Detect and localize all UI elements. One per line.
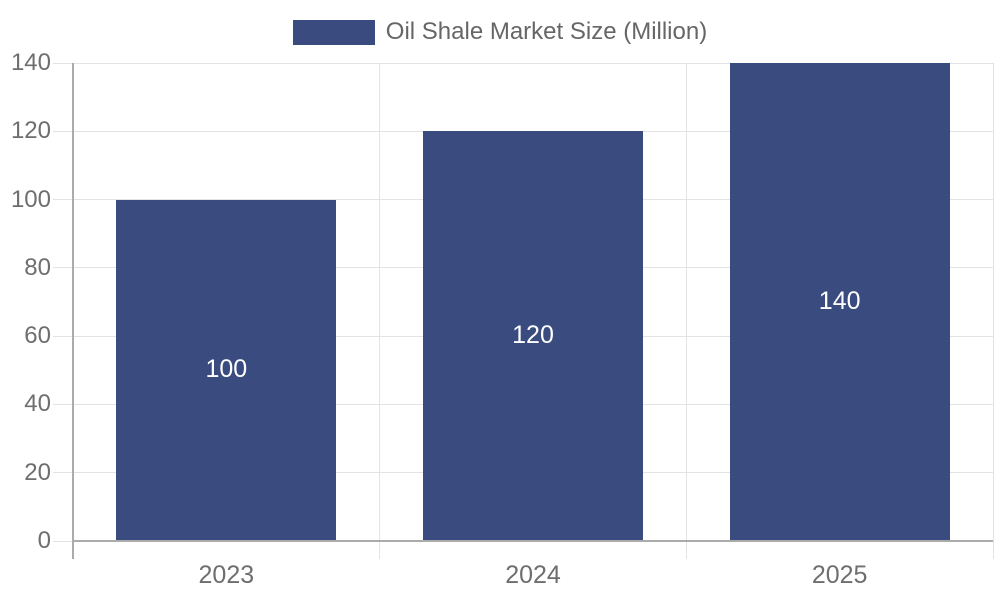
legend[interactable]: Oil Shale Market Size (Million) <box>0 19 1000 45</box>
bar[interactable] <box>116 199 337 541</box>
y-axis-tick-label: 120 <box>10 117 51 145</box>
y-axis-tick-label: 0 <box>37 527 51 554</box>
legend-swatch <box>292 19 375 45</box>
legend-label: Oil Shale Market Size (Million) <box>385 18 708 45</box>
y-axis-tick-label: 20 <box>24 458 51 486</box>
vertical-gridline <box>685 63 687 559</box>
x-axis-tick-label: 2023 <box>198 561 255 589</box>
y-axis-tick-label: 60 <box>24 322 51 350</box>
x-axis-tick-label: 2024 <box>505 561 561 589</box>
y-axis-tick-label: 100 <box>10 185 51 213</box>
y-axis-tick-label: 80 <box>24 253 51 281</box>
bar-value-label: 140 <box>818 287 861 315</box>
bar[interactable] <box>729 63 950 541</box>
bar[interactable] <box>423 131 643 541</box>
bar-value-label: 120 <box>512 321 554 350</box>
y-axis-line <box>72 63 74 559</box>
bar-value-label: 100 <box>205 355 248 384</box>
plot-area: 0 20 40 60 80 100 120 140 100 120 140 2023 2024 2025 <box>11 51 994 588</box>
y-axis-tick-label: 140 <box>10 49 51 76</box>
vertical-gridline <box>379 63 381 559</box>
vertical-gridline <box>992 63 994 559</box>
horizontal-gridline <box>53 62 993 64</box>
y-axis-tick-label: 40 <box>24 390 51 418</box>
x-axis-tick-label: 2025 <box>811 561 868 589</box>
x-axis-line <box>73 540 993 542</box>
